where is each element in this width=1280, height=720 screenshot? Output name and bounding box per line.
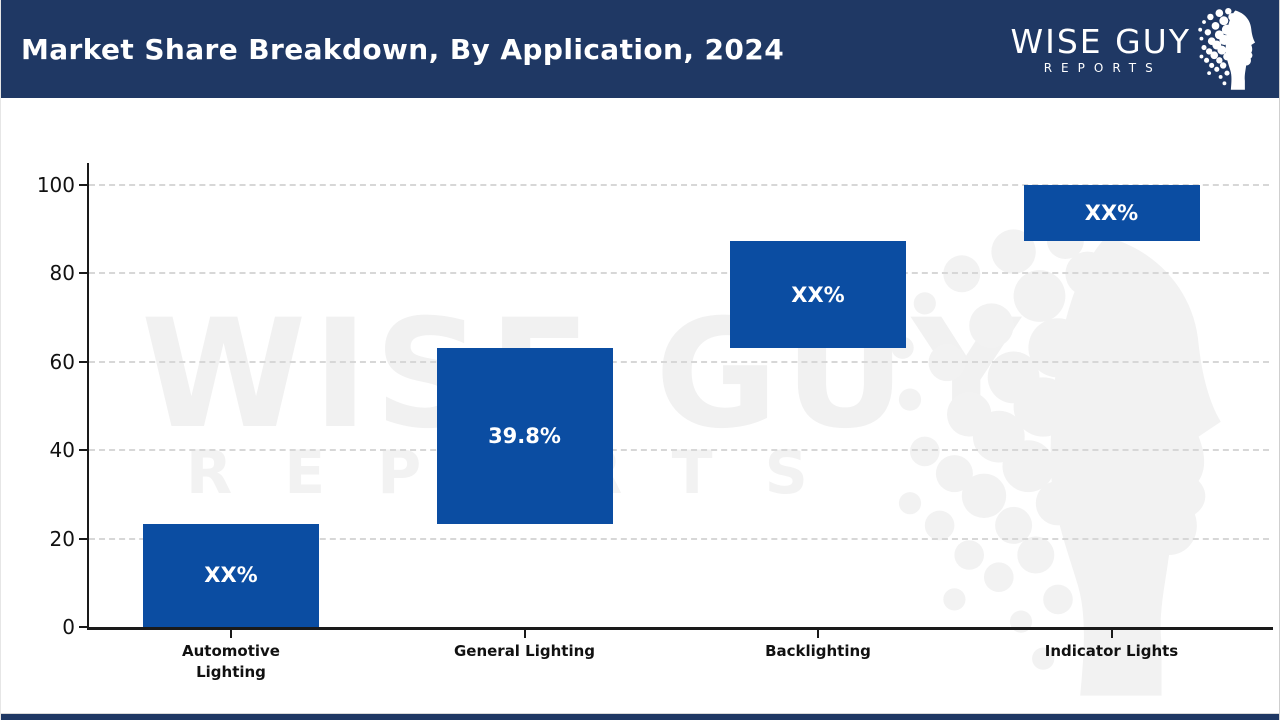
- bar-value-label: XX%: [1084, 201, 1139, 226]
- y-tick-20: [79, 537, 87, 540]
- bottom-divider: [1, 713, 1279, 714]
- gridline-40: [89, 449, 1269, 452]
- gridline-80: [89, 272, 1269, 275]
- logo-text: WISE GUY REPORTS: [1010, 25, 1191, 74]
- x-tick-label-1: General Lighting: [453, 642, 596, 660]
- bar-indicator-lights: XX%: [1023, 184, 1200, 242]
- header-banner: Market Share Breakdown, By Application, …: [1, 0, 1279, 98]
- logo-line2: REPORTS: [1043, 60, 1162, 75]
- x-tick-label-0: Automotive Lighting: [182, 642, 280, 681]
- footer-bar: [1, 714, 1279, 720]
- wiseguy-logo: WISE GUY REPORTS: [1010, 7, 1259, 91]
- bar-automotive-lighting: XX%: [143, 523, 319, 627]
- x-tick-1: [523, 630, 526, 638]
- x-tick-3: [1110, 630, 1113, 638]
- gridline-60: [89, 360, 1269, 363]
- y-tick-label-20: 20: [49, 526, 75, 551]
- y-tick-label-0: 0: [62, 615, 75, 639]
- y-tick-40: [79, 449, 87, 452]
- watermark-head-icon: [891, 222, 1221, 696]
- x-axis-spine: [87, 627, 1273, 630]
- y-tick-label-60: 60: [49, 349, 75, 374]
- bar-general-lighting: 39.8%: [436, 348, 613, 524]
- gridline-100: [89, 183, 1269, 186]
- bar-value-label: 39.8%: [488, 424, 561, 448]
- y-axis-spine: [87, 163, 89, 630]
- bar-backlighting: XX%: [730, 241, 906, 349]
- bar-value-label: XX%: [791, 282, 845, 307]
- y-tick-60: [79, 360, 87, 363]
- y-tick-100: [79, 183, 87, 186]
- y-tick-label-80: 80: [49, 261, 75, 286]
- y-tick-label-100: 100: [36, 172, 75, 197]
- wiseguy-head-icon: [1198, 7, 1256, 90]
- x-tick-2: [817, 630, 819, 638]
- x-tick-0: [230, 630, 232, 638]
- x-tick-label-2: Backlighting: [765, 642, 871, 660]
- logo-line1: WISE GUY: [1010, 21, 1191, 61]
- y-tick-80: [79, 272, 87, 275]
- gridline-20: [89, 537, 1269, 540]
- page-title: Market Share Breakdown, By Application, …: [21, 32, 785, 66]
- y-tick-label-40: 40: [49, 438, 75, 463]
- bar-value-label: XX%: [204, 563, 258, 588]
- x-tick-label-3: Indicator Lights: [1044, 642, 1179, 660]
- y-tick-0: [79, 626, 87, 628]
